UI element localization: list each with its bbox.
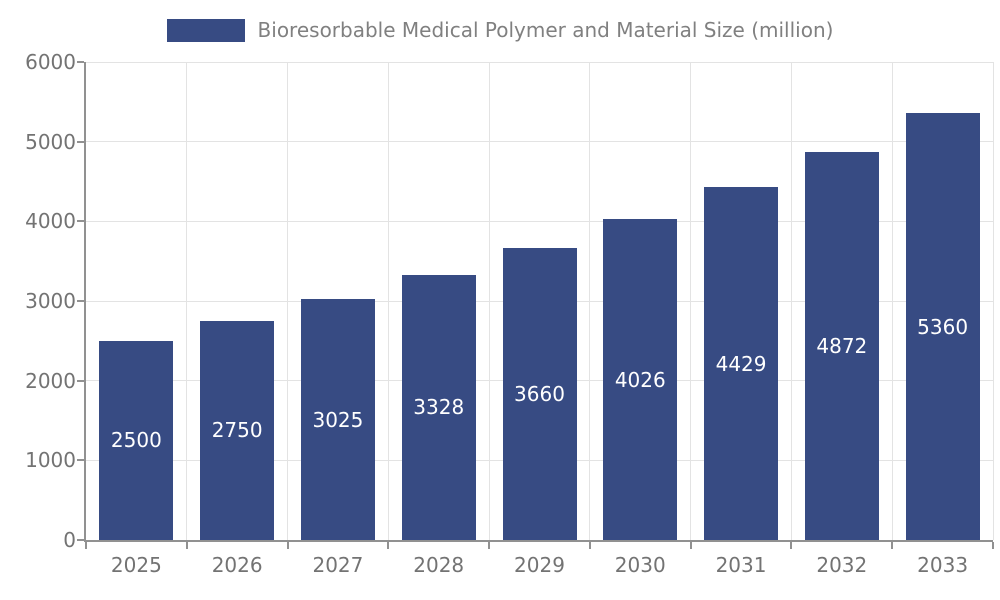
vertical-gridline (287, 62, 289, 540)
bar-value-label: 3025 (312, 407, 364, 432)
vertical-gridline (790, 62, 792, 540)
x-axis-tick-label: 2030 (614, 553, 666, 577)
y-axis-tick (77, 61, 84, 63)
x-axis-tick-label: 2028 (413, 553, 465, 577)
horizontal-gridline (86, 220, 993, 222)
vertical-gridline (690, 62, 692, 540)
vertical-gridline (589, 62, 591, 540)
y-axis-tick (77, 220, 84, 223)
bar-value-label: 3328 (413, 395, 465, 420)
y-axis-tick-label: 6000 (25, 50, 76, 74)
vertical-gridline (186, 62, 188, 540)
bar-value-label: 4872 (816, 333, 868, 358)
x-axis-tick-label: 2027 (312, 553, 364, 577)
bar: 3660 (502, 248, 577, 540)
x-axis-line (84, 540, 993, 542)
x-axis-tick-label: 2033 (917, 553, 969, 577)
x-axis-tick (286, 542, 289, 549)
x-axis-tick (488, 542, 491, 549)
y-axis-tick-label: 3000 (25, 289, 76, 313)
bar-value-label: 3660 (514, 382, 565, 407)
bar-value-label: 2500 (110, 428, 162, 453)
x-axis-tick (185, 542, 188, 549)
bar: 2750 (200, 320, 275, 540)
y-axis-tick (77, 140, 84, 143)
bar: 4872 (804, 151, 879, 540)
bar: 5360 (905, 113, 980, 540)
bar-value-label: 4026 (614, 367, 666, 392)
vertical-gridline (992, 62, 994, 540)
x-axis-tick (387, 542, 390, 549)
legend: Bioresorbable Medical Polymer and Materi… (0, 15, 1000, 45)
legend-swatch[interactable] (166, 18, 245, 42)
y-axis-line (84, 62, 86, 542)
legend-label[interactable]: Bioresorbable Medical Polymer and Materi… (257, 18, 834, 42)
y-axis-tick-label: 1000 (25, 448, 76, 473)
y-axis-tick-label: 2000 (25, 368, 76, 393)
bar: 3025 (300, 299, 375, 540)
vertical-gridline (387, 62, 389, 540)
bar: 4429 (704, 187, 779, 540)
bar: 2500 (99, 340, 174, 540)
y-axis-tick-label: 4000 (25, 209, 76, 234)
vertical-gridline (891, 62, 893, 540)
x-axis-tick (891, 542, 894, 549)
bar-value-label: 5360 (917, 314, 969, 339)
y-axis-tick (77, 459, 84, 462)
x-axis-tick (992, 542, 994, 549)
plot-area: 0 1000 2000 3000 4000 5000 6000 2025 2026 2027 202… (25, 51, 994, 576)
horizontal-gridline (86, 141, 993, 143)
x-axis-tick (588, 542, 591, 549)
x-axis-tick-label: 2026 (211, 553, 263, 577)
x-axis-tick (790, 542, 793, 549)
x-axis-tick-label: 2032 (816, 553, 868, 577)
y-axis-tick (77, 539, 84, 541)
y-axis-tick (77, 300, 84, 302)
x-axis-tick (689, 542, 692, 549)
x-axis-tick (85, 542, 87, 549)
vertical-gridline (488, 62, 490, 540)
horizontal-gridline (86, 61, 993, 63)
y-axis-tick-label: 5000 (25, 129, 76, 154)
y-axis-tick (77, 379, 84, 382)
bar: 4026 (603, 219, 678, 540)
x-axis-tick-label: 2029 (514, 553, 565, 577)
bar: 3328 (401, 274, 476, 540)
x-axis-tick-label: 2031 (715, 553, 767, 577)
x-axis-tick-label: 2025 (110, 553, 162, 577)
bar-value-label: 2750 (211, 418, 263, 443)
bar-value-label: 4429 (715, 351, 767, 376)
y-axis-tick-label: 0 (63, 528, 76, 552)
